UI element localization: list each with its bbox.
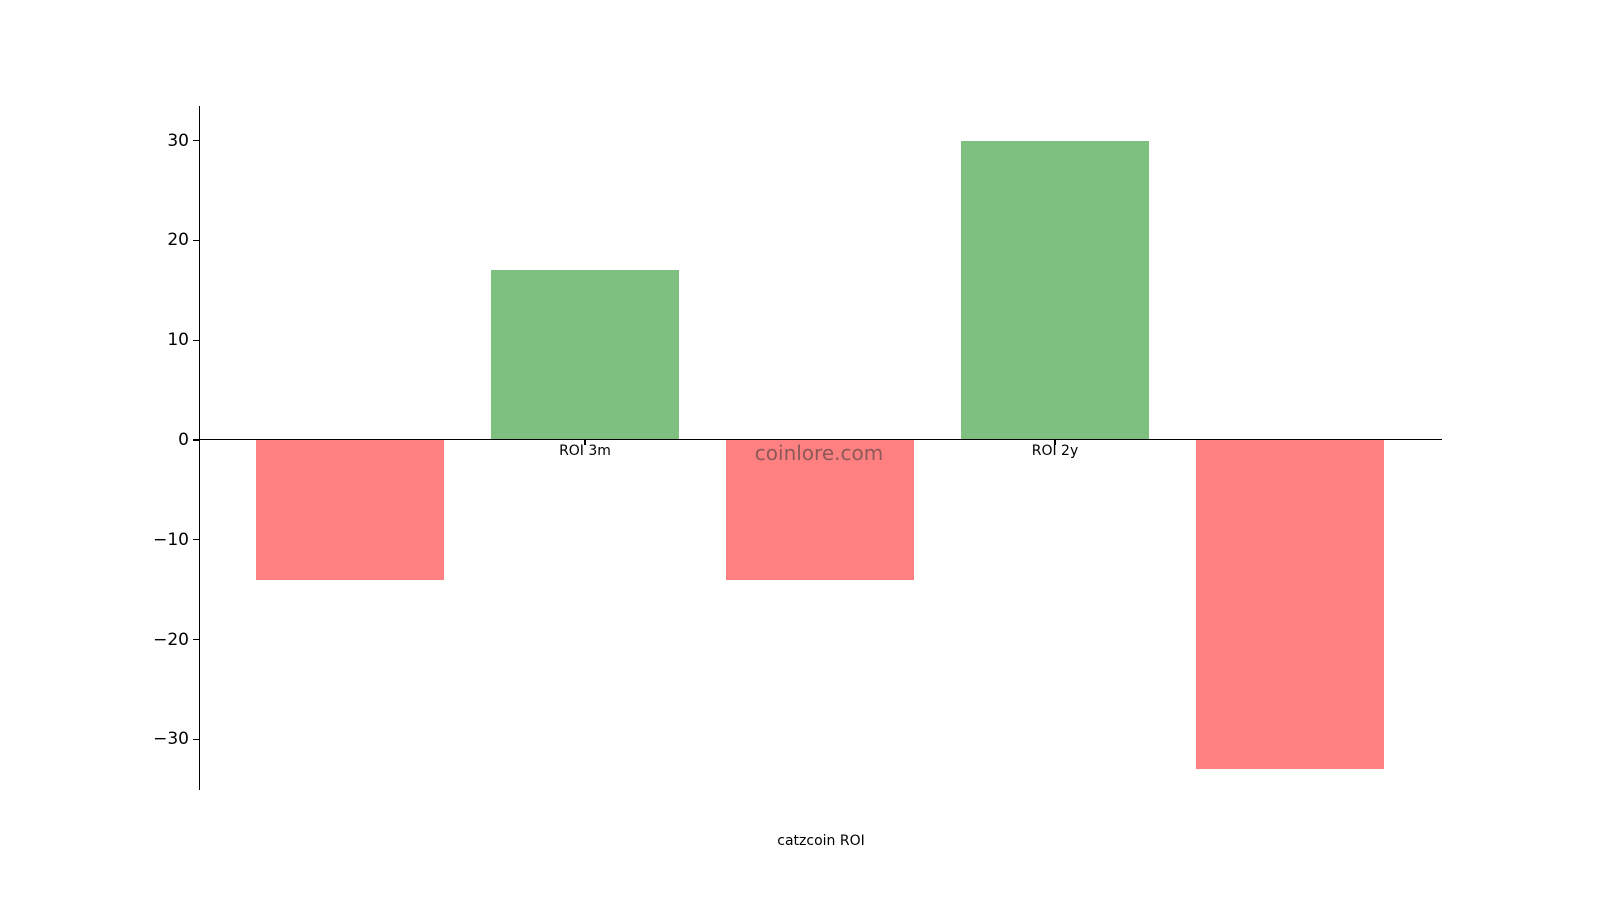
y-tick-label: −30: [153, 729, 189, 750]
bar-5: [1196, 440, 1384, 770]
y-tick-label: 20: [167, 230, 189, 251]
y-axis-spine: [199, 106, 201, 790]
x-tick-mark: [584, 440, 586, 445]
y-tick-label: −20: [153, 629, 189, 650]
chart-title: catzcoin ROI: [777, 833, 865, 849]
y-tick-mark: [193, 139, 200, 142]
zero-baseline: [199, 439, 1442, 441]
y-tick-mark: [193, 239, 200, 242]
y-tick-label: −10: [153, 529, 189, 550]
y-tick-mark: [193, 439, 200, 441]
y-tick-label: 10: [167, 330, 189, 351]
bar-1: [256, 440, 444, 580]
y-tick-mark: [193, 339, 200, 341]
bar-4: [961, 140, 1149, 440]
x-tick-label: ROI 2y: [1031, 443, 1079, 459]
watermark: coinlore.com: [754, 441, 884, 465]
x-tick-mark: [1054, 440, 1056, 445]
y-tick-label: 30: [167, 130, 189, 151]
y-tick-mark: [193, 638, 200, 641]
y-tick-mark: [193, 738, 200, 741]
y-tick-mark: [193, 539, 200, 541]
y-tick-label: 0: [178, 430, 189, 450]
x-tick-label: ROI 3m: [559, 443, 611, 459]
bar-2: [491, 270, 679, 440]
bar-3: [726, 440, 914, 580]
